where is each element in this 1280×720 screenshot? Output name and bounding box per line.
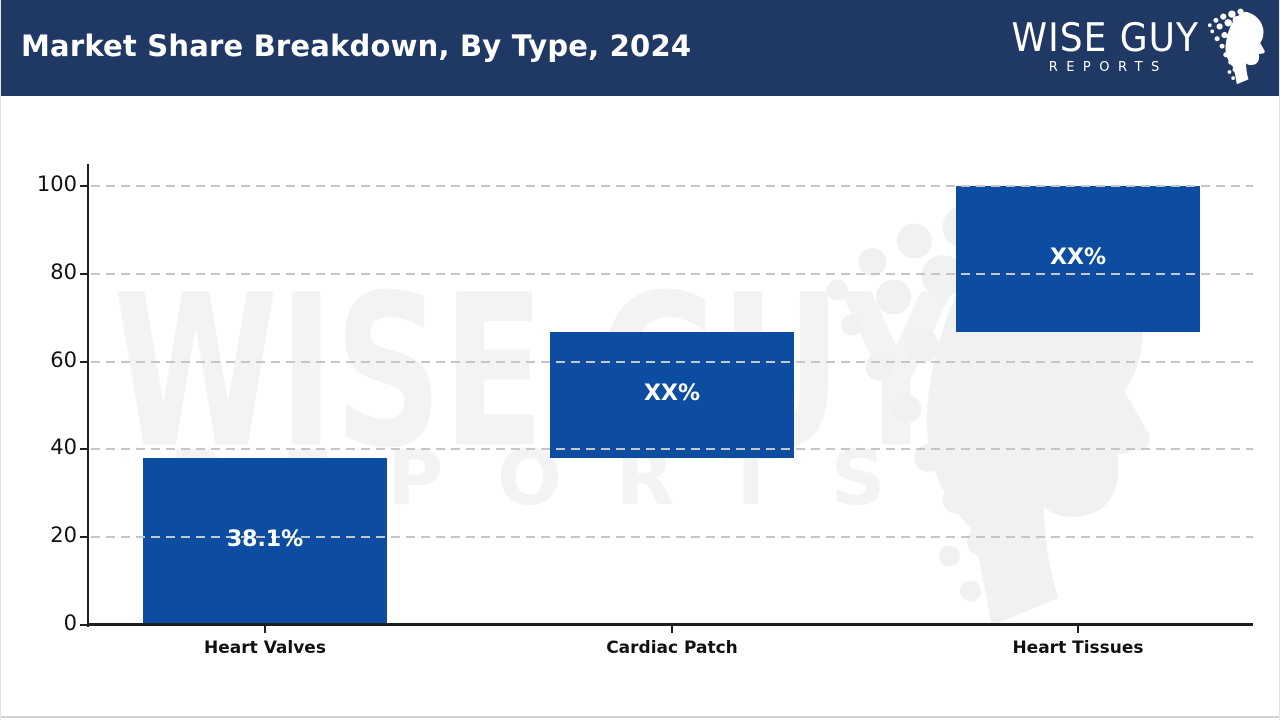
y-axis-tick-label: 100 [36, 172, 77, 196]
gridline [91, 448, 1253, 451]
y-axis-tick-label: 40 [50, 435, 77, 460]
gridline [91, 185, 1253, 187]
header-bar: Market Share Breakdown, By Type, 2024 WI… [1, 0, 1279, 96]
y-axis-line [87, 164, 89, 627]
watermark-wordmark: WISE GUY [113, 251, 951, 495]
brand-logo-text: WISE GUY REPORTS [1011, 16, 1200, 75]
y-axis-tick [80, 448, 87, 451]
bar-value-label: XX% [644, 380, 700, 406]
y-axis-tick [80, 536, 87, 539]
x-axis-category-label: Cardiac Patch [606, 638, 738, 658]
page-title: Market Share Breakdown, By Type, 2024 [21, 29, 692, 63]
bar-heart-tissues [956, 186, 1200, 333]
y-axis-tick [80, 360, 87, 363]
bar-value-label: XX% [1050, 245, 1106, 271]
y-axis-tick-label: 60 [50, 347, 77, 372]
y-axis-tick-label: 20 [50, 523, 77, 548]
bottom-border-line [1, 716, 1279, 718]
y-axis-tick-label: 80 [50, 259, 77, 284]
gridline [91, 536, 1253, 539]
x-axis-tick [264, 626, 266, 633]
wiseguy-head-icon [1201, 8, 1269, 88]
x-axis-category-label: Heart Tissues [1012, 638, 1144, 658]
y-axis-tick [80, 624, 87, 626]
bar-cardiac-patch [550, 332, 794, 458]
logo-wordmark: WISE GUY [1011, 16, 1199, 61]
gridline [91, 272, 1253, 275]
y-axis-tick [80, 272, 87, 275]
bar-heart-valves [143, 457, 387, 625]
gridline [91, 360, 1253, 363]
x-axis-tick [1077, 626, 1079, 633]
x-axis-line [87, 623, 1253, 626]
x-axis-tick [671, 626, 673, 633]
logo-subtitle: REPORTS [1048, 60, 1168, 75]
brand-logo: WISE GUY REPORTS [1012, 4, 1270, 92]
y-axis-tick-label: 0 [63, 611, 77, 635]
bar-value-label: 38.1% [226, 527, 304, 553]
x-axis-category-label: Heart Valves [204, 638, 326, 658]
y-axis-tick [80, 185, 87, 187]
